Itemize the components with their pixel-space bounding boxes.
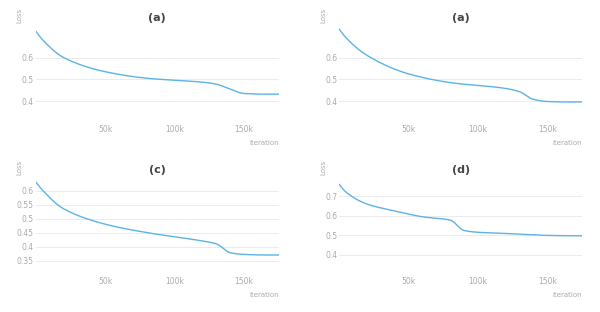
Text: Loss: Loss: [17, 8, 23, 23]
Title: (d): (d): [452, 164, 470, 174]
Text: Loss: Loss: [320, 8, 326, 23]
Text: Loss: Loss: [320, 159, 326, 175]
Title: (c): (c): [149, 164, 166, 174]
Title: (a): (a): [148, 13, 166, 23]
Text: Iteration: Iteration: [553, 292, 582, 298]
Text: Iteration: Iteration: [249, 292, 278, 298]
Text: Loss: Loss: [17, 159, 23, 175]
Text: Iteration: Iteration: [553, 140, 582, 146]
Text: Iteration: Iteration: [249, 140, 278, 146]
Title: (a): (a): [452, 13, 470, 23]
